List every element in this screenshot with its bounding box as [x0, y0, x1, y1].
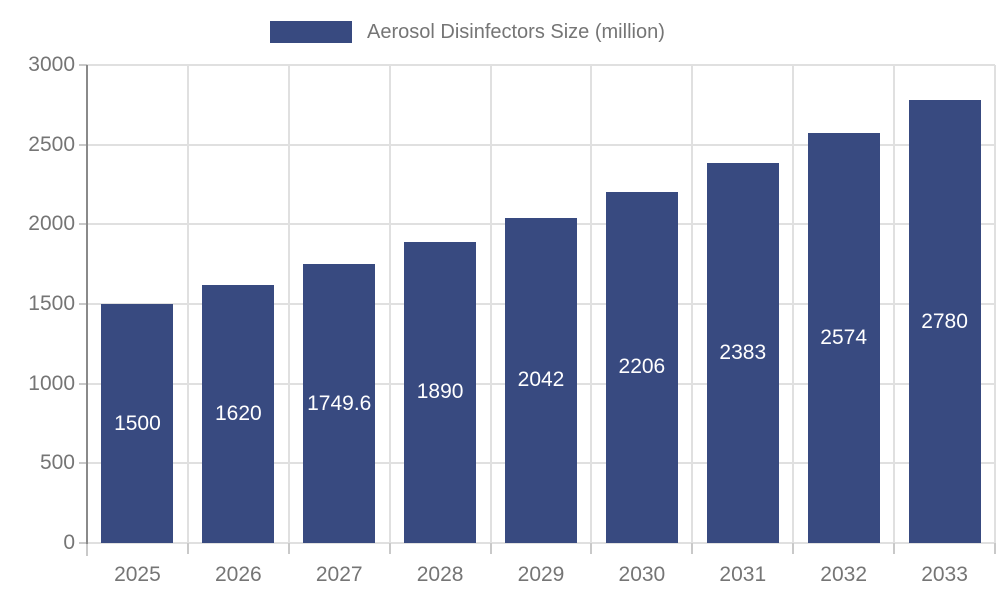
x-tick-label: 2027 — [315, 563, 363, 586]
x-tick-mark — [994, 543, 996, 554]
y-tick-label: 1500 — [28, 292, 75, 315]
y-axis-line — [86, 65, 88, 544]
y-tick-mark — [79, 303, 87, 305]
y-tick-label: 1000 — [28, 371, 75, 395]
bar-value-label: 2574 — [820, 325, 868, 349]
gridline-vertical — [792, 65, 795, 543]
x-tick-mark — [186, 543, 189, 554]
x-tick-mark — [893, 543, 896, 554]
y-tick-label: 2000 — [28, 212, 75, 236]
y-tick-label: 500 — [39, 451, 75, 475]
y-tick-mark — [79, 223, 87, 226]
bar-value-label: 2383 — [719, 341, 767, 365]
y-tick-label: 2500 — [28, 132, 75, 156]
x-tick-mark — [489, 543, 492, 554]
bar-value-label: 1500 — [114, 411, 161, 435]
bar — [505, 217, 577, 543]
bar — [706, 163, 779, 543]
gridline-vertical — [893, 65, 896, 543]
gridline-vertical — [994, 65, 996, 543]
y-tick-mark — [79, 143, 87, 146]
gridline-horizontal — [87, 143, 995, 146]
bar — [101, 304, 174, 543]
gridline-horizontal — [87, 542, 995, 544]
gridline-vertical — [590, 65, 593, 543]
bar-value-label: 1890 — [416, 380, 464, 404]
x-tick-mark — [590, 543, 593, 554]
bar-value-label: 1620 — [214, 401, 262, 425]
bar — [605, 191, 678, 543]
legend-swatch — [270, 21, 352, 43]
x-tick-label: 2026 — [214, 563, 262, 586]
bar — [807, 132, 880, 543]
x-tick-label: 2031 — [719, 563, 767, 586]
gridline-vertical — [186, 65, 189, 543]
gridline-horizontal — [87, 64, 995, 66]
gridline-vertical — [388, 65, 391, 543]
bar — [303, 264, 376, 543]
bar-value-label: 2780 — [921, 309, 968, 333]
bar — [202, 284, 275, 543]
x-tick-label: 2030 — [618, 563, 666, 586]
x-tick-mark — [388, 543, 391, 554]
y-tick-mark — [79, 542, 87, 544]
bar — [908, 100, 981, 543]
bar — [404, 241, 477, 543]
bar-value-label: 1749.6 — [307, 391, 372, 415]
x-tick-label: 2029 — [517, 563, 565, 586]
y-tick-label: 0 — [63, 531, 75, 554]
x-tick-label: 2025 — [114, 563, 161, 586]
x-tick-mark — [792, 543, 795, 554]
gridline-vertical — [691, 65, 694, 543]
y-axis-tick-extension — [86, 544, 88, 556]
y-tick-label: 3000 — [28, 53, 75, 76]
gridline-vertical — [287, 65, 290, 543]
bar-value-label: 2042 — [517, 368, 565, 392]
y-tick-mark — [79, 64, 87, 66]
legend-label: Aerosol Disinfectors Size (million) — [367, 20, 665, 43]
bar-value-label: 2206 — [618, 355, 666, 379]
x-tick-label: 2028 — [416, 563, 464, 586]
x-tick-mark — [691, 543, 694, 554]
x-tick-label: 2033 — [921, 563, 968, 586]
y-tick-mark — [79, 462, 87, 465]
gridline-vertical — [489, 65, 492, 543]
y-tick-mark — [79, 382, 87, 385]
legend: Aerosol Disinfectors Size (million) — [270, 20, 665, 44]
x-tick-label: 2032 — [820, 563, 868, 586]
x-tick-mark — [287, 543, 290, 554]
